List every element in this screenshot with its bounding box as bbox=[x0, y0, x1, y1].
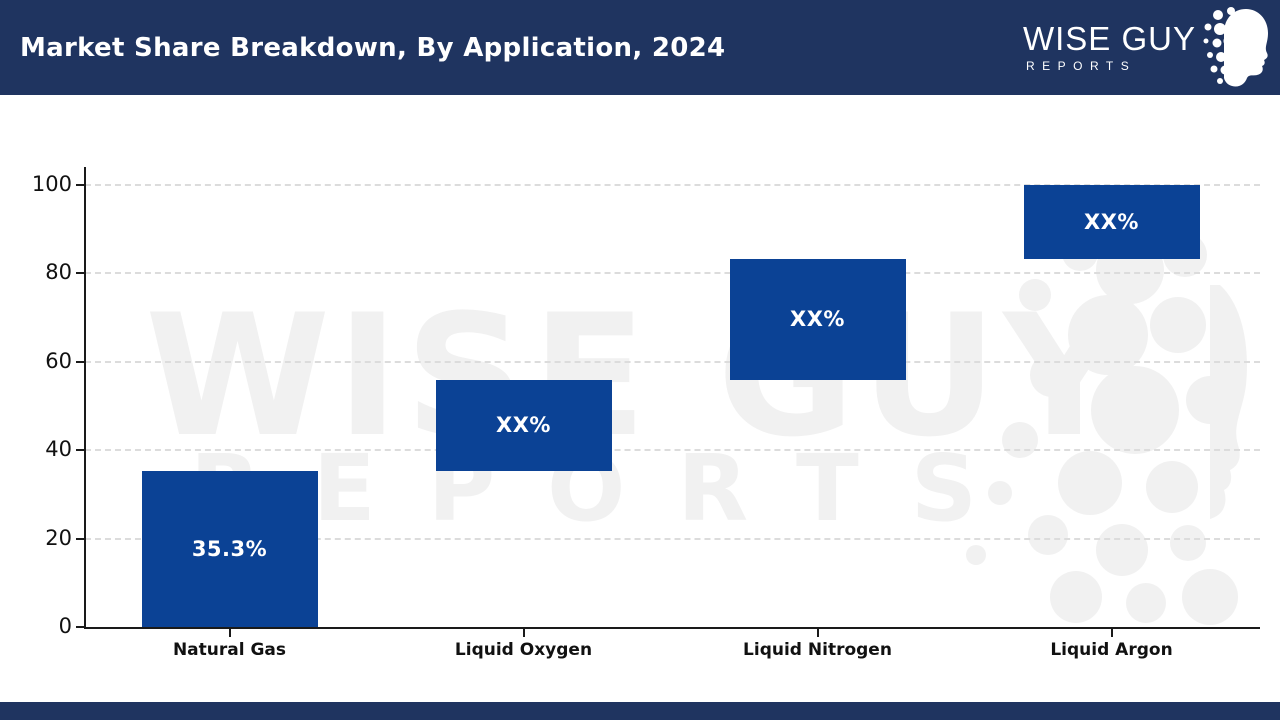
y-tick-label: 20 bbox=[45, 525, 72, 550]
y-tick-mark bbox=[76, 183, 85, 186]
logo-subtitle: REPORTS bbox=[1025, 59, 1137, 73]
header-bar: Market Share Breakdown, By Application, … bbox=[0, 0, 1280, 95]
page-title: Market Share Breakdown, By Application, … bbox=[20, 32, 726, 63]
y-tick-label: 0 bbox=[58, 614, 72, 638]
x-category-label: Liquid Argon bbox=[1050, 640, 1173, 660]
y-tick-mark bbox=[76, 360, 85, 363]
y-tick-label: 100 bbox=[31, 171, 72, 196]
watermark-wordmark: WISE GUY bbox=[145, 278, 1132, 474]
y-tick-label: 60 bbox=[45, 348, 72, 373]
gridline-40 bbox=[85, 449, 1260, 451]
bar-value-label: 35.3% bbox=[191, 536, 268, 561]
y-tick-mark bbox=[76, 626, 85, 628]
x-axis-line bbox=[85, 627, 1260, 629]
wiseguy-logo: WISE GUY REPORTS bbox=[1023, 3, 1280, 93]
gridline-20 bbox=[85, 537, 1260, 540]
x-category-label: Natural Gas bbox=[172, 640, 287, 660]
bar-value-label: XX% bbox=[1084, 209, 1139, 234]
bar-value-label: XX% bbox=[496, 413, 551, 438]
gridline-80 bbox=[85, 272, 1260, 274]
bar-liquid-oxygen: XX% bbox=[435, 380, 612, 471]
x-category-label: Liquid Nitrogen bbox=[743, 640, 892, 660]
x-tick-mark bbox=[228, 629, 231, 637]
x-tick-mark bbox=[816, 629, 819, 637]
x-tick-mark bbox=[1110, 629, 1113, 637]
y-tick-label: 80 bbox=[45, 260, 72, 284]
gridline-100 bbox=[85, 183, 1260, 186]
x-category-label: Liquid Oxygen bbox=[454, 640, 593, 660]
bar-liquid-nitrogen: XX% bbox=[729, 258, 906, 381]
wiseguy-logo-text: WISE GUY REPORTS bbox=[1023, 22, 1196, 73]
y-tick-mark bbox=[76, 272, 85, 274]
gridline-60 bbox=[85, 360, 1260, 363]
bar-value-label: XX% bbox=[790, 307, 845, 332]
y-tick-mark bbox=[76, 449, 85, 451]
bar-liquid-argon: XX% bbox=[1023, 184, 1200, 259]
footer-bar bbox=[0, 702, 1280, 720]
bar-natural-gas: 35.3% bbox=[141, 470, 318, 627]
y-axis-line bbox=[84, 167, 86, 629]
y-tick-mark bbox=[76, 537, 85, 540]
x-tick-mark bbox=[522, 629, 525, 637]
logo-wordmark: WISE GUY bbox=[1022, 20, 1196, 57]
watermark-face-icon bbox=[880, 225, 1250, 629]
y-tick-label: 40 bbox=[45, 437, 72, 461]
wiseguy-face-logo-icon bbox=[1198, 3, 1272, 93]
